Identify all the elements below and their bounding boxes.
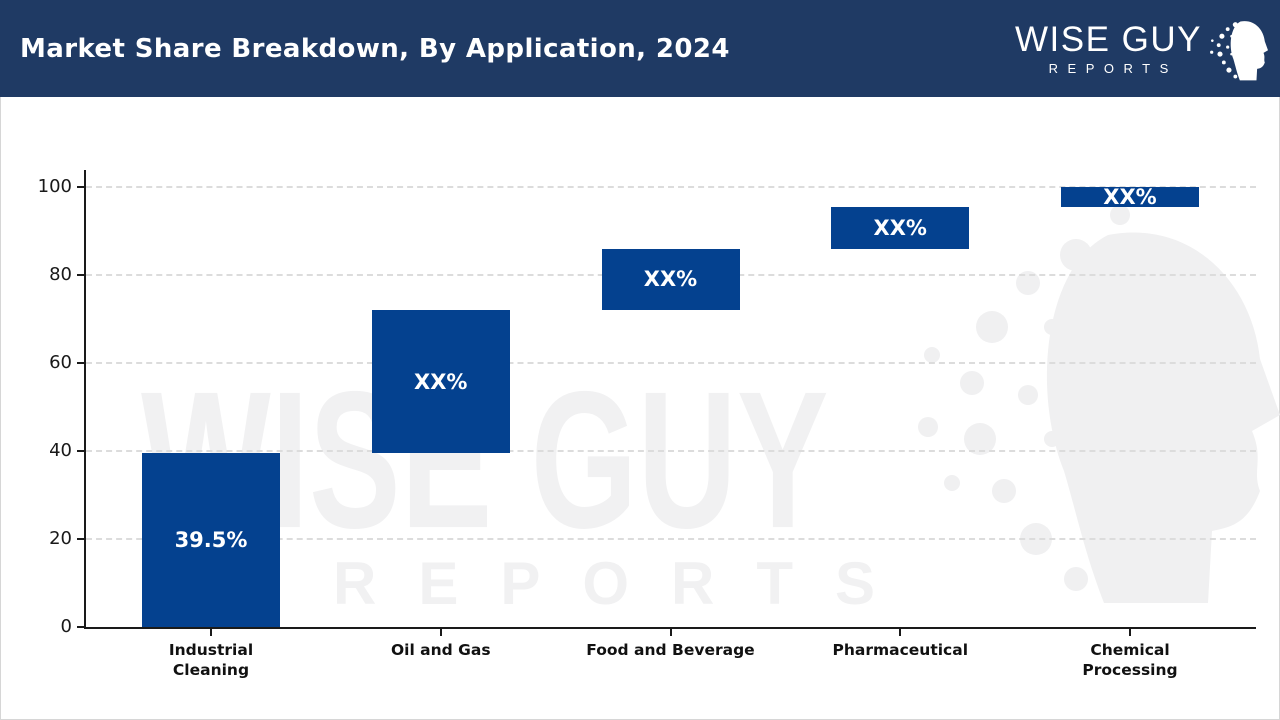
x-category-label-4: Pharmaceutical [832, 641, 969, 659]
x-axis [84, 627, 1256, 629]
gridline-100 [86, 186, 1256, 188]
y-tick-40 [77, 450, 85, 452]
x-tick-5 [1129, 629, 1131, 636]
y-tick-label-20: 20 [49, 528, 72, 549]
logo-face-icon [1210, 20, 1268, 80]
x-category-label-2: Oil and Gas [390, 641, 491, 659]
x-tick-3 [669, 629, 672, 636]
y-tick-0 [77, 626, 85, 628]
y-tick-label-80: 80 [49, 264, 72, 285]
y-axis [84, 170, 86, 629]
y-tick-label-40: 40 [49, 440, 72, 461]
bar-value-label-3: XX% [643, 267, 698, 292]
bar-5 [1061, 187, 1199, 207]
y-tick-label-60: 60 [49, 352, 72, 373]
bar-3 [601, 248, 740, 311]
brand-logo: WISE GUY REPORTS [1015, 9, 1268, 89]
bar-1 [142, 453, 280, 627]
page-title: Market Share Breakdown, By Application, … [20, 33, 730, 64]
bar-value-label-5: XX% [1103, 184, 1157, 209]
bar-value-label-1: 39.5% [174, 528, 248, 553]
x-tick-4 [899, 629, 902, 636]
x-category-label-5: Chemical Processing [1082, 641, 1178, 679]
header-bar: Market Share Breakdown, By Application, … [0, 0, 1280, 97]
gridline-60 [86, 362, 1256, 364]
gridline-20 [86, 538, 1256, 540]
x-category-label-1: Industrial Cleaning [168, 641, 254, 679]
bar-4 [831, 206, 970, 249]
y-tick-label-100: 100 [37, 176, 72, 197]
watermark-subtitle: REPORTS [333, 550, 918, 617]
y-tick-label-0: 0 [60, 616, 72, 637]
x-tick-1 [210, 629, 212, 636]
gridline-40 [86, 450, 1256, 452]
logo-subtitle: REPORTS [1048, 60, 1178, 76]
bar-value-label-2: XX% [414, 369, 468, 394]
logo-wordmark: WISE GUY [1014, 19, 1202, 59]
y-tick-80 [77, 274, 85, 276]
y-tick-60 [77, 362, 85, 364]
x-tick-2 [439, 629, 442, 636]
watermark-face-icon [918, 205, 1280, 603]
y-tick-100 [77, 186, 85, 188]
x-category-label-3: Food and Beverage [586, 641, 755, 659]
logo-wordmark-block: WISE GUY REPORTS [1014, 19, 1202, 76]
bar-2 [371, 310, 510, 454]
bar-value-label-4: XX% [873, 215, 927, 240]
y-tick-20 [77, 538, 85, 540]
